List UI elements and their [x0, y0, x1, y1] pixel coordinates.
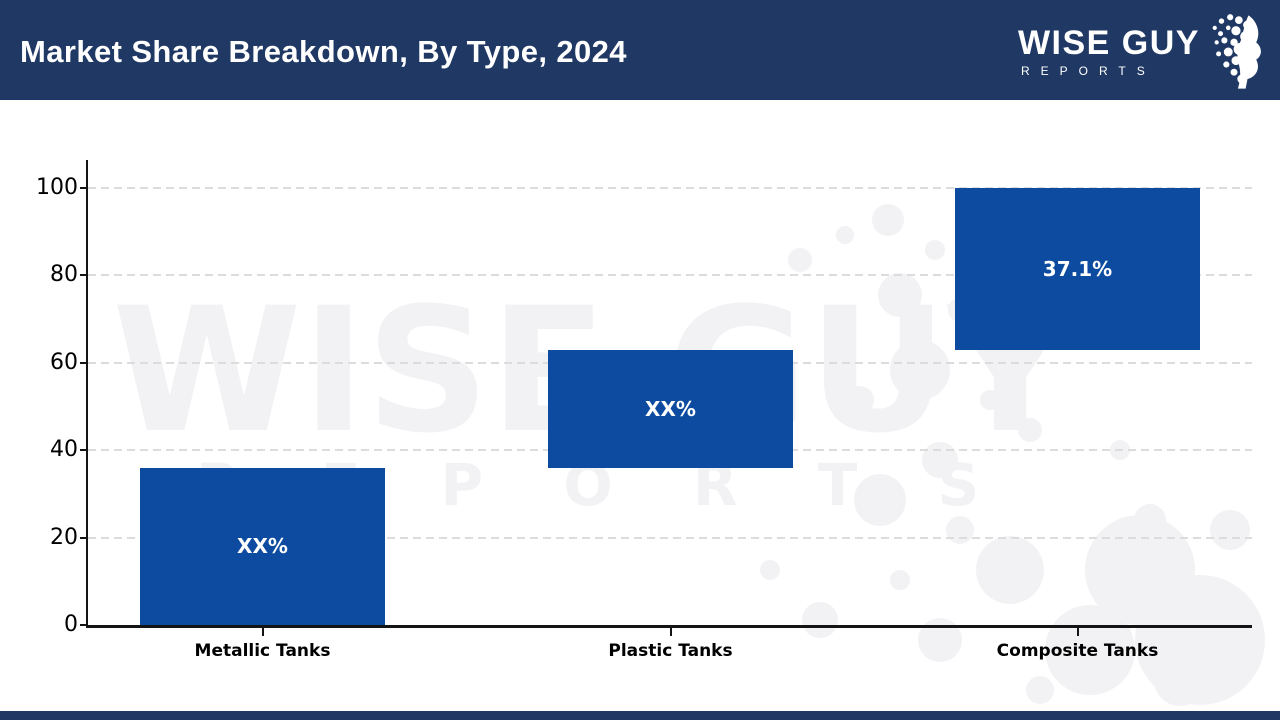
footer-bar — [0, 711, 1280, 720]
bar-metallic-tanks — [140, 467, 385, 625]
bar-value-label: 37.1% — [1042, 256, 1113, 281]
x-tick-3 — [1076, 628, 1079, 636]
y-tick-label-20: 20 — [50, 524, 78, 550]
bar-plastic-tanks — [548, 349, 793, 468]
chart-area: WISE GUY R E P O R T S 0 20 40 60 80 100 XX% XX… — [0, 100, 1280, 711]
y-tick-80 — [80, 274, 88, 276]
y-axis-line — [86, 160, 88, 627]
y-tick-label-60: 60 — [50, 349, 78, 375]
gridline-20 — [88, 536, 1252, 539]
x-axis-line — [86, 625, 1252, 628]
y-tick-label-100: 100 — [36, 174, 78, 200]
x-tick-2 — [669, 628, 672, 636]
gridline-80 — [88, 274, 1252, 276]
y-tick-label-40: 40 — [50, 437, 78, 462]
bar-value-label: XX% — [645, 396, 696, 421]
logo-wordmark-block: WISE GUY REPORTS — [1018, 26, 1200, 77]
y-tick-label-0: 0 — [64, 612, 78, 637]
page-title: Market Share Breakdown, By Type, 2024 — [20, 34, 627, 69]
y-tick-20 — [80, 536, 88, 539]
logo-subtitle: REPORTS — [1020, 63, 1156, 78]
bar-chart: 0 20 40 60 80 100 XX% XX% 37.1% Metallic Tanks Pla… — [0, 100, 1280, 711]
y-tick-0 — [80, 624, 88, 626]
wiseguy-logo: WISE GUY REPORTS — [1018, 12, 1262, 90]
x-category-label: Metallic Tanks — [194, 641, 331, 661]
x-category-label: Composite Tanks — [996, 641, 1159, 661]
y-tick-100 — [80, 186, 88, 189]
x-category-label: Plastic Tanks — [608, 641, 733, 661]
gridline-100 — [88, 186, 1252, 189]
x-tick-1 — [261, 628, 264, 636]
bar-composite-tanks — [955, 187, 1200, 350]
logo-wordmark: WISE GUY — [1017, 23, 1200, 62]
y-tick-label-80: 80 — [50, 262, 78, 287]
y-tick-40 — [80, 449, 88, 451]
logo-face-icon — [1212, 14, 1261, 89]
y-tick-60 — [80, 361, 88, 364]
header-bar: Market Share Breakdown, By Type, 2024 WI… — [0, 0, 1280, 100]
bar-value-label: XX% — [237, 534, 288, 559]
